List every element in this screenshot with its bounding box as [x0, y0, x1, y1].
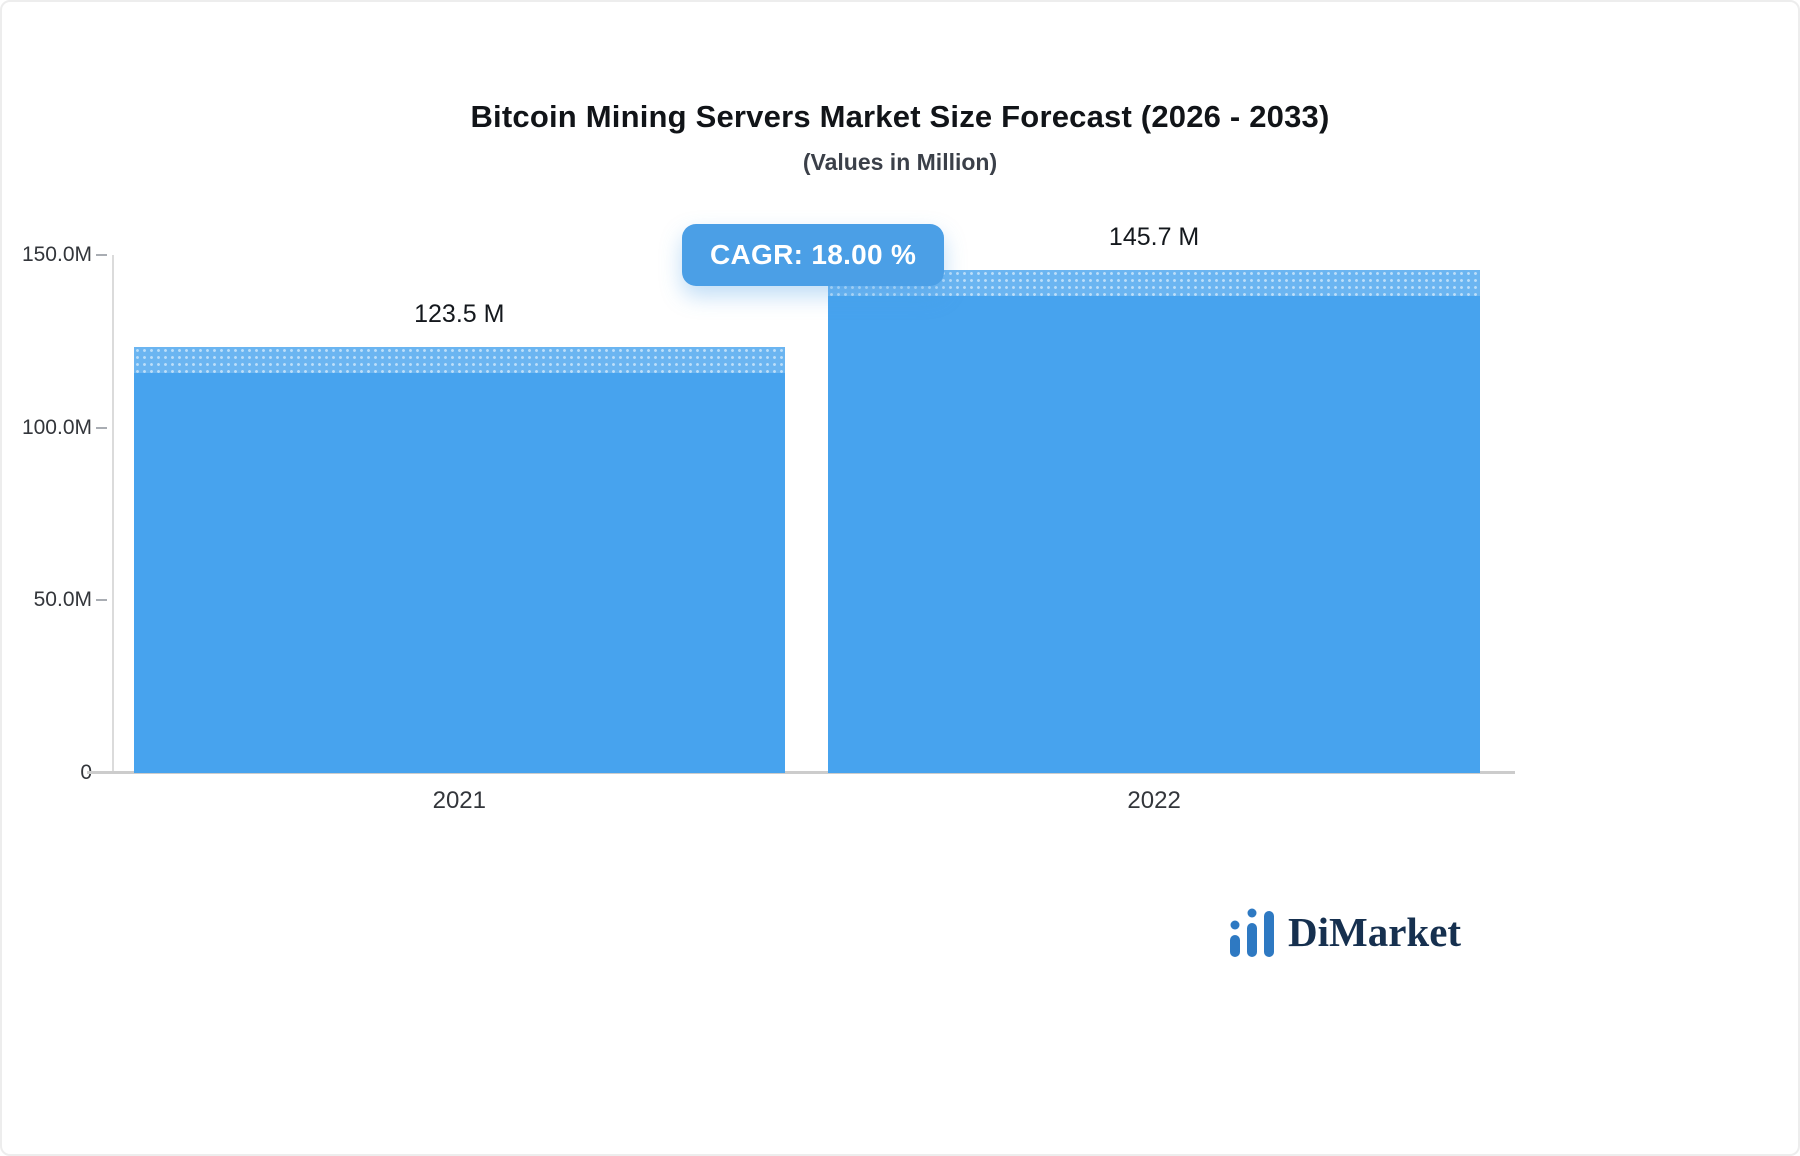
bar-value-label-2022: 145.7 M	[1108, 222, 1200, 251]
cagr-badge: CAGR: 18.00 %	[682, 224, 945, 286]
y-axis-tick-label: 50.0M	[33, 588, 92, 612]
dimarket-logo-icon	[1230, 908, 1274, 957]
y-axis-tick-mark	[96, 426, 107, 429]
plot-area: 123.5 M 145.7 M 2021 2022	[114, 223, 1512, 814]
y-axis-tick-mark	[96, 254, 107, 256]
x-axis-line	[87, 771, 1515, 774]
y-axis-tick-label: 0	[80, 761, 92, 785]
dimarket-logo-text: DiMarket	[1288, 908, 1462, 955]
chart-title: Bitcoin Mining Servers Market Size Forec…	[470, 99, 1330, 134]
x-axis-label-2021: 2021	[432, 787, 486, 814]
bar-2022: 145.7 M	[828, 223, 1480, 773]
dimarket-logo: DiMarket	[1230, 903, 1461, 961]
y-axis: 150.0M 100.0M 50.0M 0	[2, 243, 112, 784]
bar-top-texture	[133, 346, 786, 373]
x-axis-label-2022: 2022	[1127, 787, 1181, 814]
bar-2021: 123.5 M	[133, 300, 786, 773]
chart-subtitle: (Values in Million)	[802, 149, 998, 175]
y-axis-tick-label: 150.0M	[21, 243, 92, 266]
bar-value-label-2021: 123.5 M	[414, 299, 505, 328]
y-axis-tick-mark	[96, 599, 107, 602]
y-axis-line	[112, 255, 114, 773]
y-axis-tick-label: 100.0M	[21, 415, 92, 439]
